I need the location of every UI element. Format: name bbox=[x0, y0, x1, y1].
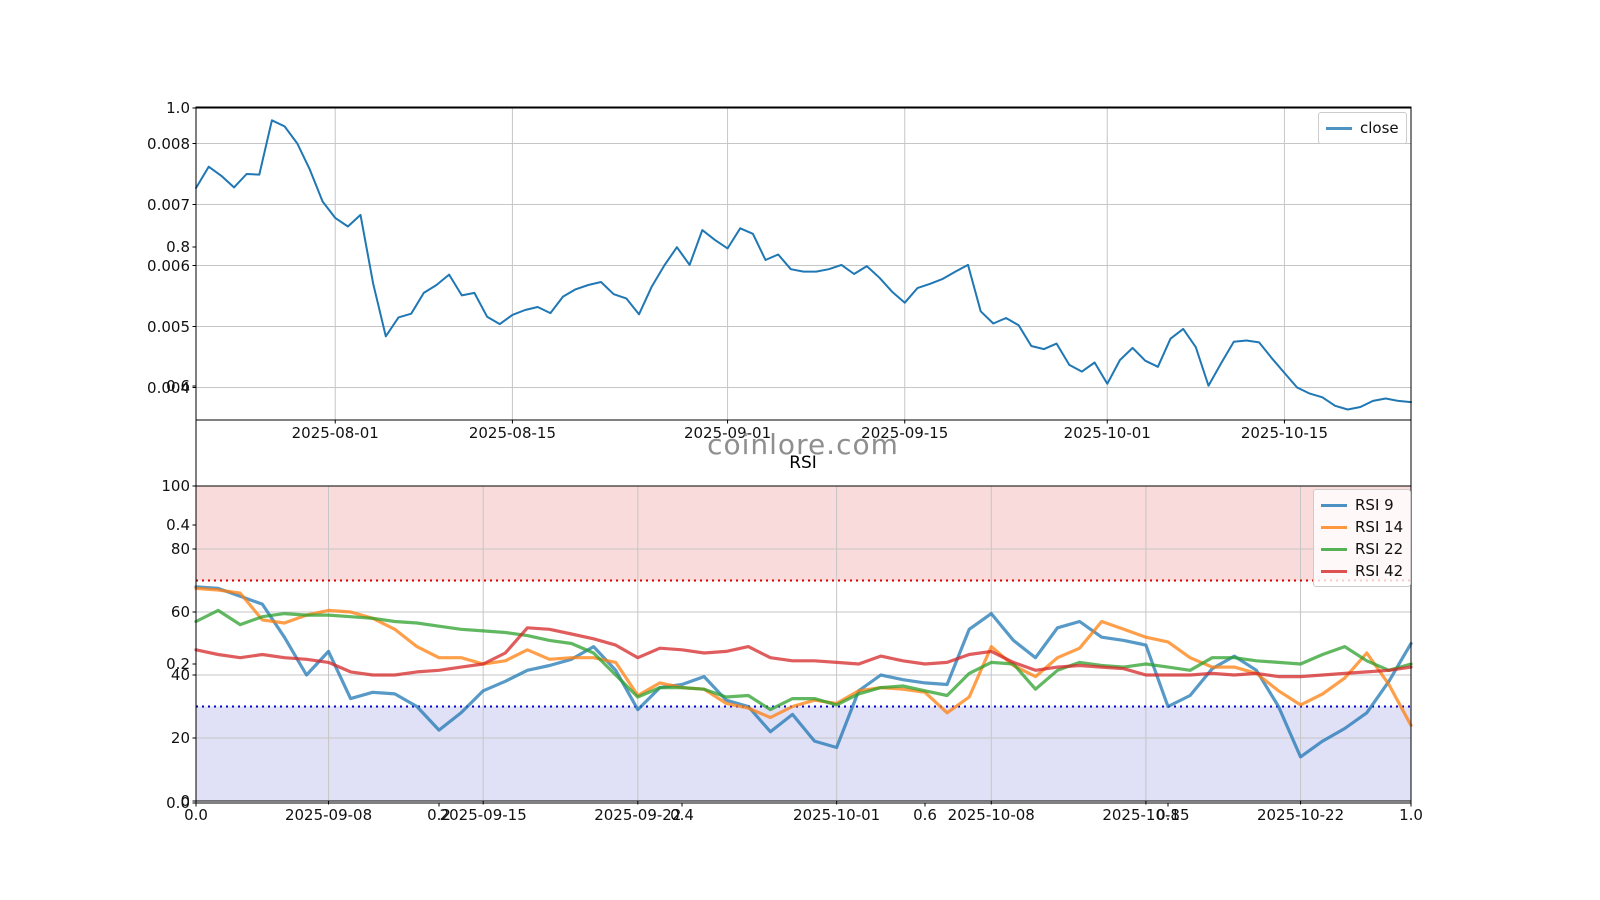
legend-entry-rsi42: RSI 42 bbox=[1321, 560, 1403, 582]
tick-label: 2025-09-08 bbox=[284, 806, 373, 824]
tick-label: 1.0 bbox=[1399, 806, 1423, 824]
tick-label: 0 bbox=[180, 792, 190, 810]
legend-entry-rsi22: RSI 22 bbox=[1321, 538, 1403, 560]
tick-label: 2025-10-01 bbox=[793, 806, 881, 824]
rsi14-line-swatch bbox=[1321, 525, 1347, 529]
tick-label: 0.2 bbox=[166, 655, 190, 673]
price-legend: close bbox=[1318, 112, 1407, 144]
tick-label: 0.2 bbox=[427, 806, 451, 824]
legend-entry-rsi14: RSI 14 bbox=[1321, 516, 1403, 538]
tick-label: 2025-09-15 bbox=[439, 806, 527, 824]
tick-label: 0.007 bbox=[147, 195, 190, 214]
tick-label: 40 bbox=[170, 666, 190, 684]
legend-label: RSI 42 bbox=[1355, 562, 1404, 580]
rsi-subplot-title: RSI bbox=[789, 453, 817, 473]
tick-label: 20 bbox=[170, 729, 190, 747]
legend-label: RSI 22 bbox=[1355, 540, 1404, 558]
tick-label: 2025-08-15 bbox=[468, 424, 556, 442]
tick-label: 0.008 bbox=[147, 134, 190, 153]
watermark: coinlore.com bbox=[707, 428, 899, 461]
tick-label: 0.8 bbox=[166, 238, 190, 256]
tick-label: 2025-10-01 bbox=[1063, 424, 1151, 442]
tick-label: 0.006 bbox=[147, 256, 190, 275]
legend-label: RSI 14 bbox=[1355, 518, 1404, 536]
tick-label: 2025-09-15 bbox=[861, 424, 949, 442]
legend-label: RSI 9 bbox=[1355, 496, 1394, 514]
tick-label: 1.0 bbox=[166, 99, 190, 117]
tick-label: 80 bbox=[170, 540, 190, 558]
legend-label: close bbox=[1360, 119, 1399, 137]
tick-label: 0.6 bbox=[166, 377, 190, 395]
tick-label: 2025-10-15 bbox=[1102, 806, 1190, 824]
tick-label: 0.4 bbox=[670, 806, 694, 824]
tick-label: 2025-08-01 bbox=[291, 424, 379, 442]
tick-label: 60 bbox=[170, 603, 190, 621]
tick-label: 0.8 bbox=[1156, 806, 1180, 824]
legend-entry-rsi9: RSI 9 bbox=[1321, 494, 1403, 516]
tick-label: 2025-10-08 bbox=[947, 806, 1035, 824]
rsi42-line-swatch bbox=[1321, 569, 1347, 573]
tick-label: 2025-10-15 bbox=[1240, 424, 1329, 442]
tick-label: 0.6 bbox=[913, 806, 937, 824]
tick-label: 2025-09-22 bbox=[594, 806, 682, 824]
tick-label: 0.004 bbox=[147, 378, 190, 397]
tick-label: 0.0 bbox=[184, 806, 208, 824]
tick-label: 2025-10-22 bbox=[1256, 806, 1345, 824]
tick-label: 2025-09-01 bbox=[683, 424, 772, 442]
rsi9-line-swatch bbox=[1321, 503, 1347, 507]
tick-label: 0.4 bbox=[166, 516, 190, 534]
tick-label: 100 bbox=[161, 477, 190, 495]
legend-entry-close: close bbox=[1326, 117, 1399, 139]
close-line-swatch bbox=[1326, 126, 1352, 130]
rsi22-line-swatch bbox=[1321, 547, 1347, 551]
tick-label: 0.0 bbox=[166, 794, 190, 812]
tick-label: 0.005 bbox=[147, 317, 190, 336]
rsi-legend: RSI 9 RSI 14 RSI 22 RSI 42 bbox=[1313, 489, 1412, 587]
